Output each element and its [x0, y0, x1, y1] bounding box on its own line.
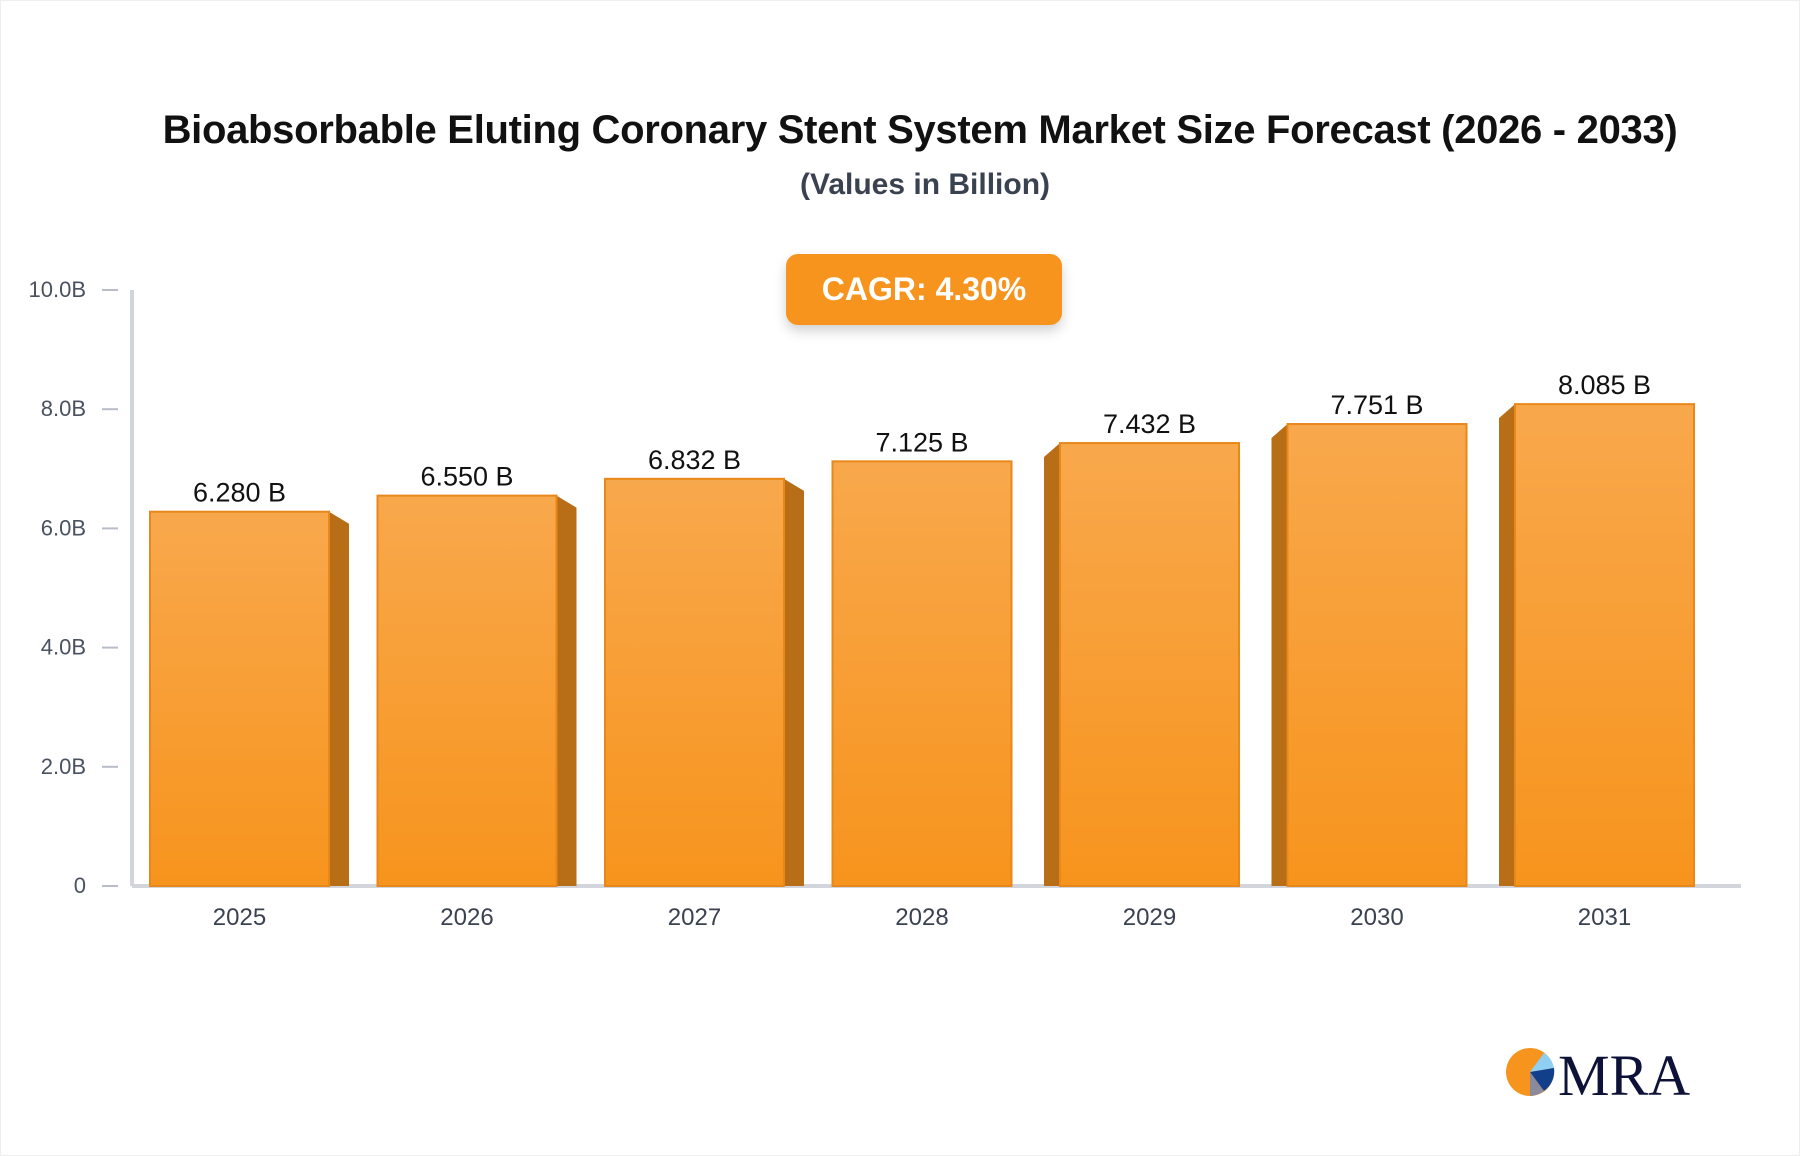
- x-tick-label: 2025: [213, 904, 266, 931]
- data-label: 7.751 B: [1330, 390, 1423, 420]
- y-tick-label: 2.0B: [41, 754, 86, 779]
- y-tick-label: 8.0B: [41, 396, 86, 421]
- data-label: 7.125 B: [875, 427, 968, 457]
- bar-2028: [831, 460, 1013, 887]
- bar-side-face: [1271, 424, 1288, 886]
- bar-side-face: [556, 495, 577, 886]
- bar-side-face: [1044, 443, 1060, 886]
- bar-2029: [1059, 442, 1240, 887]
- data-label: 6.832 B: [648, 445, 741, 475]
- bar-2030: [1286, 423, 1468, 887]
- x-tick-label: 2031: [1578, 904, 1631, 931]
- bar-side-face: [784, 478, 804, 886]
- data-label: 7.432 B: [1103, 409, 1196, 439]
- bar-side-face: [1499, 404, 1515, 886]
- bar-2025: [149, 510, 330, 887]
- y-tick-label: 10.0B: [29, 277, 87, 302]
- chart-title: Bioabsorbable Eluting Coronary Stent Sys…: [162, 108, 1678, 152]
- data-label: 6.550 B: [420, 462, 513, 492]
- logo-text: MRA: [1558, 1043, 1690, 1100]
- y-tick-label: 0: [74, 873, 86, 898]
- x-tick-label: 2030: [1350, 904, 1403, 931]
- x-tick-label: 2026: [440, 904, 493, 931]
- chart-subtitle: (Values in Billion): [799, 168, 1051, 201]
- mra-logo: MRA: [1506, 1043, 1690, 1100]
- bar-2026: [376, 494, 558, 887]
- bar-2027: [604, 477, 785, 887]
- data-label: 8.085 B: [1558, 370, 1651, 400]
- data-label: 6.280 B: [193, 478, 286, 508]
- x-tick-label: 2027: [668, 904, 721, 931]
- bar-side-face: [329, 511, 349, 886]
- x-tick-label: 2029: [1123, 904, 1176, 931]
- y-tick-label: 6.0B: [41, 515, 86, 540]
- cagr-badge: CAGR: 4.30%: [786, 254, 1062, 325]
- bar-2031: [1514, 403, 1695, 887]
- x-tick-label: 2028: [895, 904, 948, 931]
- y-tick-label: 4.0B: [41, 635, 86, 660]
